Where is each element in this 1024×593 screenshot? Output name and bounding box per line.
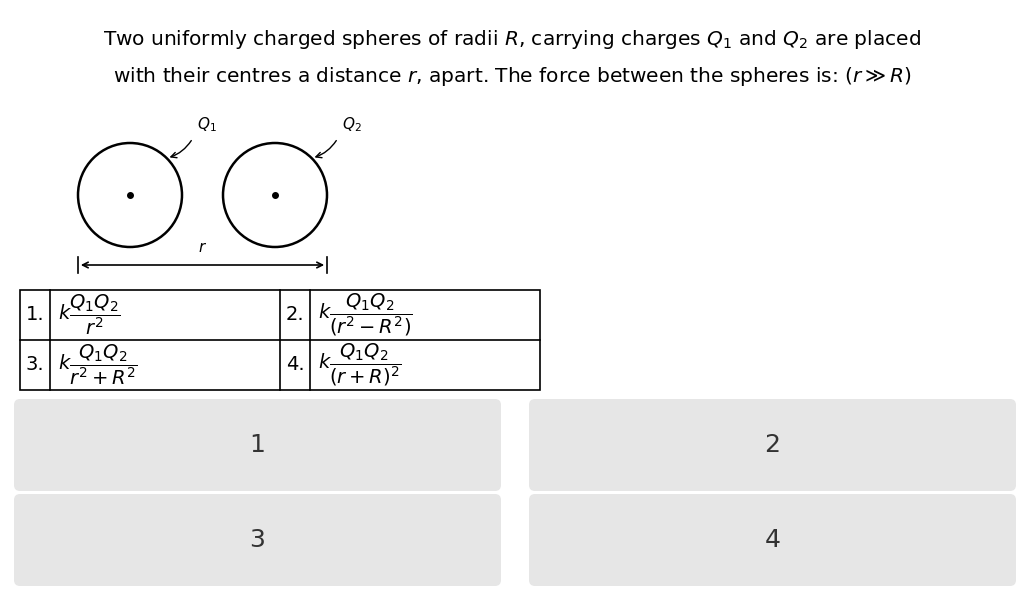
Text: $Q_2$: $Q_2$ xyxy=(342,116,361,134)
Text: 2: 2 xyxy=(765,433,780,457)
Text: $r$: $r$ xyxy=(198,240,207,255)
Text: Two uniformly charged spheres of radii $R$, carrying charges $Q_1$ and $Q_2$ are: Two uniformly charged spheres of radii $… xyxy=(103,28,921,51)
Text: $Q_1$: $Q_1$ xyxy=(197,116,216,134)
Text: $k\dfrac{Q_1Q_2}{r^2+R^2}$: $k\dfrac{Q_1Q_2}{r^2+R^2}$ xyxy=(58,343,137,387)
Text: $k\dfrac{Q_1Q_2}{r^2}$: $k\dfrac{Q_1Q_2}{r^2}$ xyxy=(58,292,121,337)
Text: 4.: 4. xyxy=(286,355,304,375)
Text: $k\dfrac{Q_1Q_2}{(r^2-R^2)}$: $k\dfrac{Q_1Q_2}{(r^2-R^2)}$ xyxy=(318,292,413,339)
FancyBboxPatch shape xyxy=(529,494,1016,586)
Text: 3.: 3. xyxy=(26,355,44,375)
Text: $k\dfrac{Q_1Q_2}{(r+R)^2}$: $k\dfrac{Q_1Q_2}{(r+R)^2}$ xyxy=(318,342,401,388)
FancyBboxPatch shape xyxy=(529,399,1016,491)
FancyBboxPatch shape xyxy=(14,399,501,491)
Text: 1: 1 xyxy=(250,433,265,457)
FancyBboxPatch shape xyxy=(14,494,501,586)
Text: 3: 3 xyxy=(250,528,265,552)
Text: 4: 4 xyxy=(765,528,780,552)
Bar xyxy=(20,290,540,390)
Text: 1.: 1. xyxy=(26,305,44,324)
Text: with their centres a distance $r$, apart. The force between the spheres is: $(r : with their centres a distance $r$, apart… xyxy=(113,65,911,88)
Text: 2.: 2. xyxy=(286,305,304,324)
